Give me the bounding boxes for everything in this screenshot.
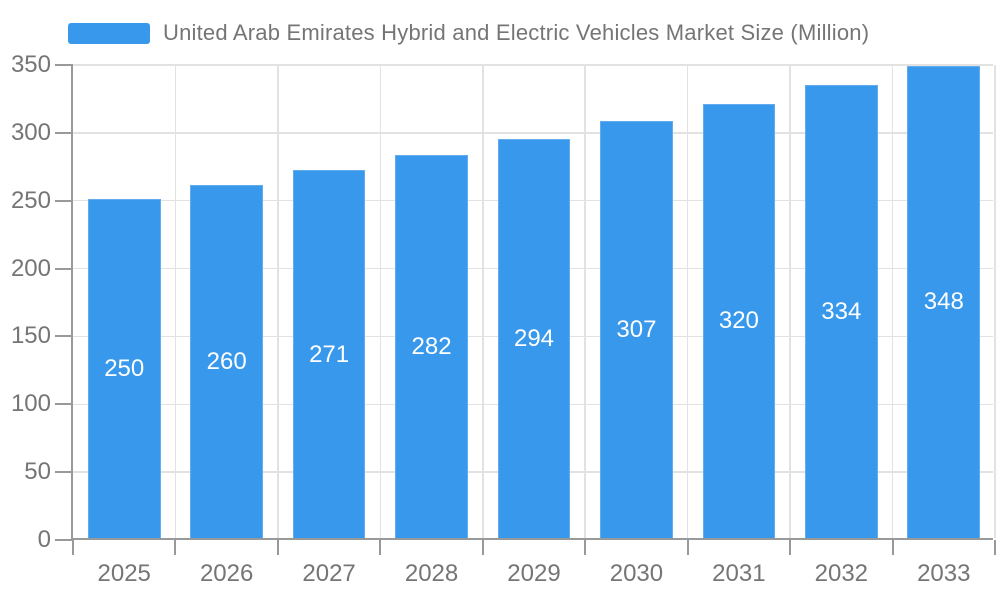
x-axis-tick [276, 540, 279, 555]
x-axis-tick [72, 540, 74, 555]
y-axis-label: 200 [10, 254, 51, 282]
x-axis-tick [379, 540, 382, 555]
bar[interactable]: 348 [907, 65, 981, 538]
x-axis-label: 2028 [404, 560, 459, 587]
x-axis-tick [994, 540, 996, 555]
x-axis-tick [789, 540, 792, 555]
y-axis-tick [55, 64, 73, 66]
bar-value-label: 334 [821, 297, 862, 325]
bar[interactable]: 307 [600, 121, 673, 538]
bar-value-label: 320 [718, 307, 759, 335]
plot-area: 0 50 100 150 200 250 300 350 2025 2026 2027 2028 202… [11, 52, 996, 587]
y-axis-tick [55, 131, 73, 134]
chart-title: United Arab Emirates Hybrid and Electric… [163, 20, 870, 45]
bar[interactable]: 294 [497, 139, 571, 538]
x-axis-label: 2031 [712, 560, 766, 587]
x-axis-label: 2033 [917, 560, 971, 587]
y-axis-label: 350 [10, 51, 51, 78]
x-gridline [994, 65, 996, 538]
x-gridline [277, 65, 279, 538]
x-axis-tick [891, 540, 894, 555]
bar-value-label: 271 [309, 340, 350, 368]
bar[interactable]: 271 [292, 170, 366, 538]
y-axis-tick [55, 471, 73, 474]
legend-swatch [68, 22, 150, 44]
x-gridline [891, 65, 894, 538]
y-gridline [73, 132, 993, 134]
y-axis-tick [55, 539, 73, 541]
bar[interactable]: 320 [702, 103, 776, 538]
legend-item[interactable]: United Arab Emirates Hybrid and Electric… [68, 20, 869, 46]
x-axis-label: 2026 [199, 560, 254, 587]
bar-value-label: 282 [411, 333, 452, 361]
bar[interactable]: 260 [190, 185, 264, 538]
y-axis-label: 300 [10, 118, 51, 146]
x-axis-label: 2030 [609, 560, 664, 587]
bar[interactable]: 282 [395, 155, 468, 538]
y-gridline [73, 64, 993, 66]
y-axis-tick [55, 267, 73, 270]
y-axis-tick [55, 335, 73, 338]
bar[interactable]: 334 [804, 84, 878, 538]
bar-value-label: 294 [513, 325, 555, 352]
y-axis-tick [55, 199, 73, 202]
x-axis-tick [174, 540, 177, 555]
y-axis-label: 100 [10, 390, 51, 418]
y-axis-tick [55, 403, 73, 406]
x-axis-label: 2032 [814, 560, 869, 587]
x-gridline [379, 65, 382, 538]
x-gridline [482, 65, 484, 538]
x-gridline [789, 65, 791, 538]
y-axis-label: 250 [10, 186, 51, 214]
y-axis-label: 150 [10, 322, 51, 350]
bar-value-label: 250 [104, 354, 145, 382]
x-axis-tick [686, 540, 689, 555]
x-gridline [174, 65, 177, 538]
x-gridline [584, 65, 586, 538]
bar-value-label: 348 [923, 288, 964, 316]
y-axis-label: 50 [24, 458, 51, 486]
bar[interactable]: 250 [87, 198, 161, 538]
y-axis-label: 0 [37, 526, 51, 553]
bar-value-label: 307 [616, 316, 657, 344]
x-gridline [686, 65, 689, 538]
x-axis-label: 2025 [97, 560, 151, 587]
x-axis-tick [584, 540, 587, 555]
x-axis-label: 2029 [507, 560, 561, 587]
x-axis-tick [481, 540, 484, 555]
bar-value-label: 260 [206, 348, 247, 376]
x-axis-label: 2027 [302, 560, 356, 587]
